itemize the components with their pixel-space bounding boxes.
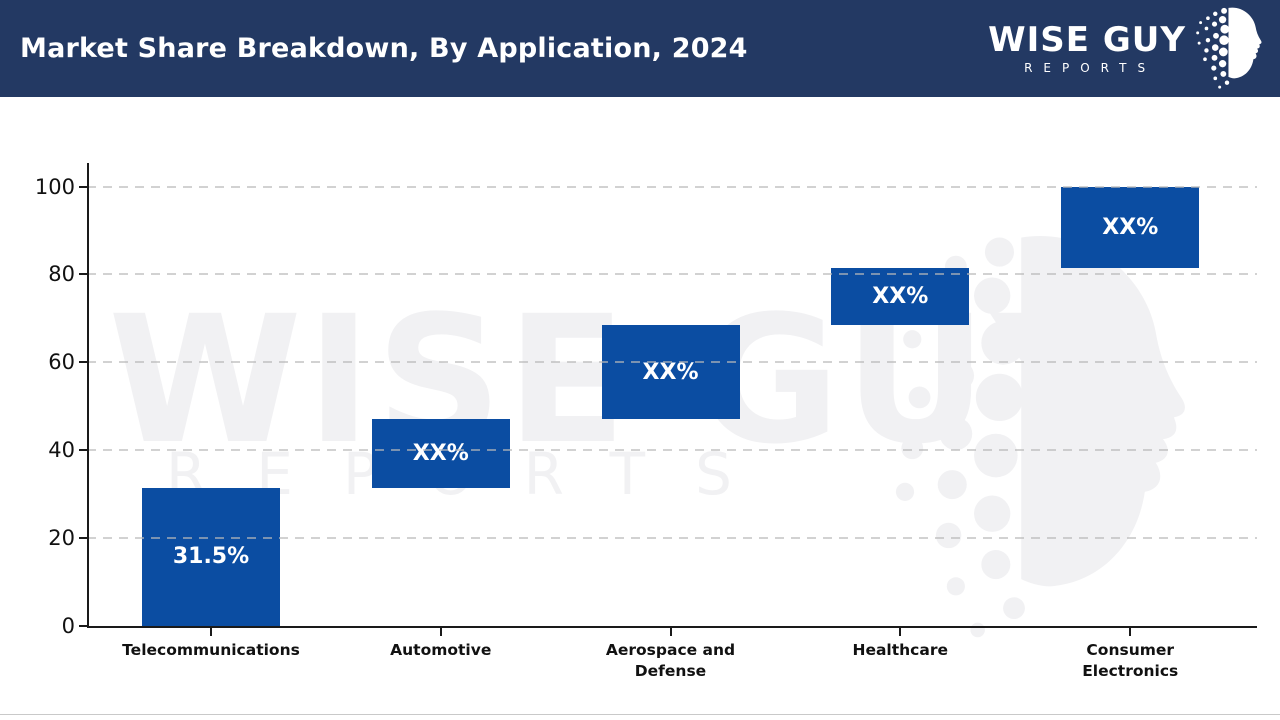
y-axis-tick-80	[79, 273, 87, 276]
chart-plot-area: WISE GUY REPORTS 020406080100Telecommuni…	[0, 97, 1280, 715]
bar-data-label: 31.5%	[172, 544, 250, 570]
logo-subtitle: REPORTS	[1024, 61, 1157, 75]
y-axis-tick-label: 60	[48, 350, 75, 375]
y-axis-spine	[87, 163, 89, 628]
bar-automotive: XX%	[371, 419, 510, 488]
bar-telecommunications: 31.5%	[142, 487, 280, 626]
y-axis-tick-label: 80	[48, 262, 75, 287]
y-axis-tick-100	[79, 185, 87, 188]
page-title: Market Share Breakdown, By Application, …	[20, 33, 748, 64]
category-label: Aerospace and Defense	[605, 641, 736, 680]
y-axis-tick-label: 100	[34, 174, 75, 199]
y-axis-tick-label: 20	[48, 526, 75, 551]
wise-guy-logo: WISE GUY REPORTS	[988, 5, 1280, 93]
bar-data-label: XX%	[642, 359, 699, 385]
y-axis-tick-label: 0	[61, 614, 75, 638]
bottom-border-line	[0, 714, 1280, 715]
gridline-y-20	[87, 537, 1257, 540]
y-axis-tick-0	[79, 625, 87, 627]
category-label: Consumer Electronics	[1082, 641, 1179, 680]
bar-data-label: XX%	[872, 283, 929, 309]
x-axis-spine	[87, 626, 1257, 628]
wise-guy-face-icon	[1196, 7, 1262, 89]
bar-consumer-electronics: XX%	[1061, 186, 1200, 268]
x-axis-tick	[669, 628, 672, 636]
gridline-y-80	[87, 273, 1257, 276]
bar-healthcare: XX%	[831, 267, 970, 325]
x-axis-tick	[439, 628, 442, 636]
y-axis-tick-40	[79, 449, 87, 452]
wise-guy-logo-text: WISE GUY REPORTS	[988, 23, 1186, 74]
x-axis-tick	[210, 628, 212, 636]
header-bar: Market Share Breakdown, By Application, …	[0, 0, 1280, 97]
category-label: Automotive	[390, 641, 492, 659]
category-label: Healthcare	[852, 641, 948, 659]
logo-wordmark: WISE GUY	[988, 20, 1186, 60]
bar-data-label: XX%	[412, 440, 469, 466]
x-axis-tick	[899, 628, 902, 636]
bar-aerospace-and-defense: XX%	[601, 324, 740, 420]
y-axis-tick-20	[79, 537, 87, 540]
bar-data-label: XX%	[1102, 214, 1159, 240]
x-axis-tick	[1129, 628, 1132, 636]
y-axis-tick-60	[79, 361, 87, 364]
gridline-y-40	[87, 449, 1257, 452]
gridline-y-100	[87, 185, 1257, 188]
y-axis-tick-label: 40	[48, 438, 75, 463]
category-label: Telecommunications	[122, 641, 300, 659]
gridline-y-60	[87, 361, 1257, 364]
